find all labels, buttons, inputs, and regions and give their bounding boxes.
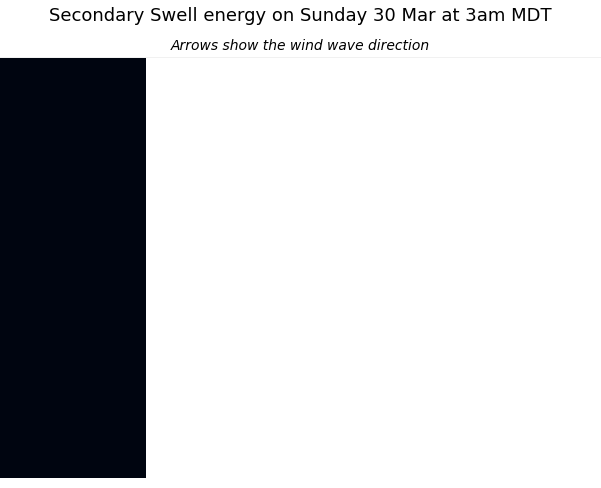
Text: Arrows show the wind wave direction: Arrows show the wind wave direction	[171, 39, 430, 53]
Polygon shape	[0, 59, 146, 478]
Text: Secondary Swell energy on Sunday 30 Mar at 3am MDT: Secondary Swell energy on Sunday 30 Mar …	[49, 7, 552, 25]
